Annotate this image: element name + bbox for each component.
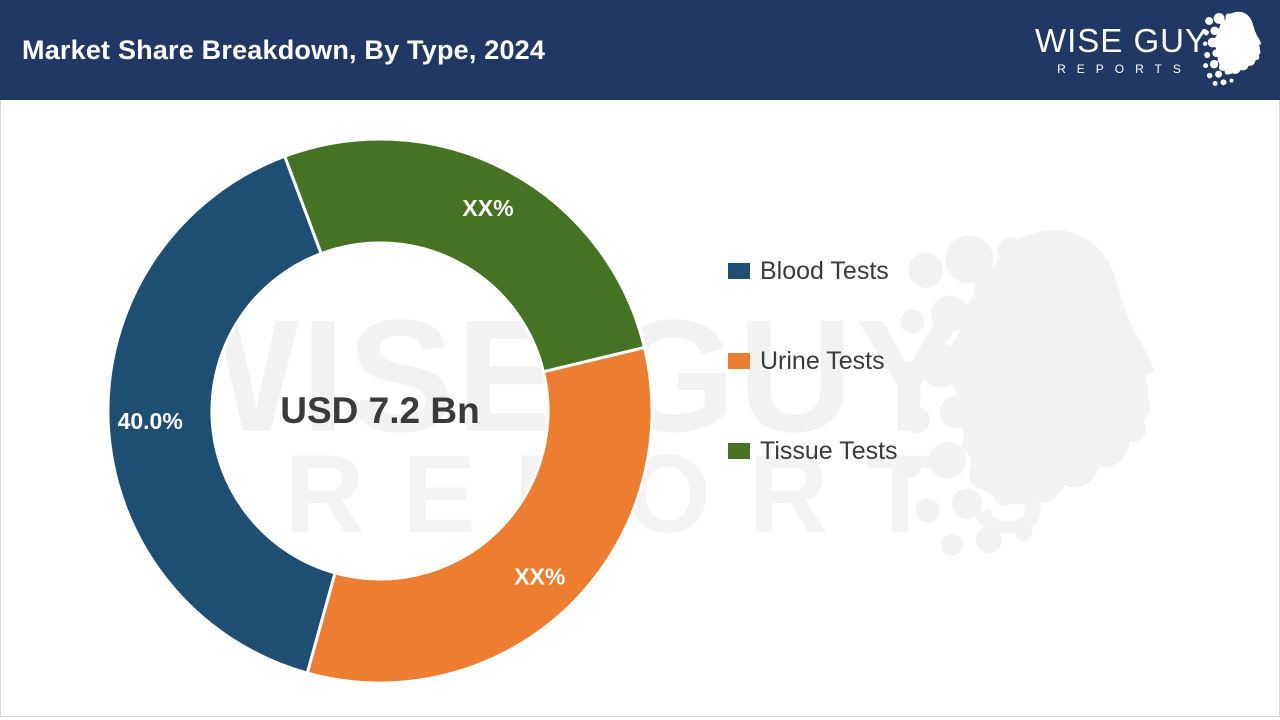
- segment-label-tissue-tests: XX%: [462, 195, 513, 221]
- brand-subname: REPORTS: [1057, 61, 1192, 76]
- legend-swatch-urine-tests: [728, 353, 750, 369]
- donut-chart: 40.0% XX% XX%: [106, 137, 654, 685]
- brand-face-icon: [1202, 11, 1262, 87]
- legend-label-blood-tests: Blood Tests: [760, 256, 889, 285]
- donut-segment-blood-tests: [106, 154, 337, 675]
- watermark-text-line2: REPORTS: [285, 433, 1083, 556]
- brand-logo: WISE GUY REPORTS: [1035, 9, 1262, 91]
- header-bar: Market Share Breakdown, By Type, 2024 WI…: [0, 0, 1280, 100]
- page-title: Market Share Breakdown, By Type, 2024: [22, 34, 546, 65]
- legend-label-tissue-tests: Tissue Tests: [760, 436, 898, 465]
- legend: Blood Tests Urine Tests Tissue Tests: [728, 256, 898, 526]
- segment-label-urine-tests: XX%: [514, 563, 565, 589]
- donut-center-value: USD 7.2 Bn: [280, 390, 480, 431]
- legend-item-tissue-tests: Tissue Tests: [728, 436, 898, 466]
- legend-swatch-tissue-tests: [728, 443, 750, 459]
- segment-label-blood-tests: 40.0%: [118, 408, 183, 434]
- donut-segment-tissue-tests: [283, 137, 646, 374]
- legend-swatch-blood-tests: [728, 263, 750, 279]
- legend-item-urine-tests: Urine Tests: [728, 346, 898, 376]
- brand-logo-text: WISE GUY REPORTS: [1035, 24, 1208, 76]
- legend-item-blood-tests: Blood Tests: [728, 256, 898, 286]
- brand-name: WISE GUY: [1034, 22, 1208, 60]
- donut-segment-urine-tests: [305, 346, 654, 685]
- legend-label-urine-tests: Urine Tests: [760, 346, 885, 375]
